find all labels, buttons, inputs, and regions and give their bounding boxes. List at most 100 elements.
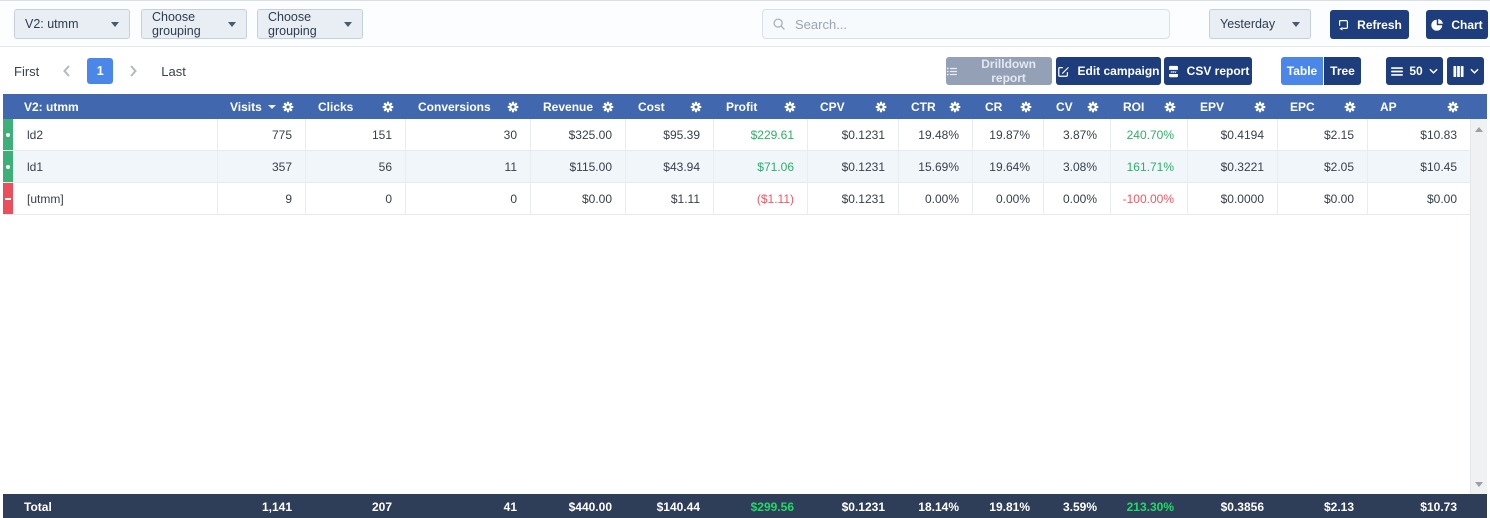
column-settings-icon[interactable] bbox=[875, 101, 887, 113]
edit-campaign-label: Edit campaign bbox=[1077, 64, 1160, 78]
column-settings-icon[interactable] bbox=[949, 101, 961, 113]
column-settings-icon[interactable] bbox=[382, 101, 394, 113]
top-toolbar: V2: utmm Choose grouping Choose grouping… bbox=[0, 1, 1490, 47]
column-header-visits[interactable]: Visits bbox=[217, 94, 305, 119]
chevron-right-icon[interactable] bbox=[123, 65, 144, 77]
column-settings-icon[interactable] bbox=[1164, 101, 1176, 113]
cell-cost: $1.11 bbox=[625, 183, 713, 214]
cell-cpv: $0.1231 bbox=[807, 183, 898, 214]
cell-roi: -100.00% bbox=[1110, 183, 1187, 214]
column-header-v2-utmm[interactable]: V2: utmm bbox=[3, 94, 217, 119]
column-header-label: V2: utmm bbox=[24, 99, 79, 114]
column-settings-icon[interactable] bbox=[784, 101, 796, 113]
table-view-button[interactable]: Table bbox=[1281, 57, 1323, 85]
variable-dropdown-value: V2: utmm bbox=[25, 17, 79, 31]
columns-button[interactable] bbox=[1447, 57, 1484, 85]
grouping-dropdown-2[interactable]: Choose grouping bbox=[257, 9, 363, 39]
column-header-cost[interactable]: Cost bbox=[625, 94, 713, 119]
column-header-revenue[interactable]: Revenue bbox=[530, 94, 625, 119]
grouping-dropdown-2-value: Choose grouping bbox=[268, 10, 317, 38]
row-name: ld2 bbox=[27, 127, 44, 142]
column-header-label: EPC bbox=[1290, 99, 1315, 114]
column-header-clicks[interactable]: Clicks bbox=[305, 94, 405, 119]
total-cell-cpv: $0.1231 bbox=[841, 499, 885, 514]
column-settings-icon[interactable] bbox=[1254, 101, 1266, 113]
column-settings-icon[interactable] bbox=[690, 101, 702, 113]
pagination-page-current[interactable]: 1 bbox=[87, 58, 114, 84]
date-range-value: Yesterday bbox=[1220, 17, 1276, 31]
cell-visits: 9 bbox=[217, 183, 305, 214]
cell-cost: $95.39 bbox=[625, 119, 713, 150]
column-settings-icon[interactable] bbox=[507, 101, 519, 113]
column-header-cv[interactable]: CV bbox=[1043, 94, 1110, 119]
column-settings-icon[interactable] bbox=[1020, 101, 1032, 113]
sort-caret-icon bbox=[267, 104, 276, 109]
column-header-cpv[interactable]: CPV bbox=[807, 94, 898, 119]
chart-button-label: Chart bbox=[1451, 17, 1483, 32]
table-row[interactable]: ld2 775 151 30 $325.00 $95.39 $229.61 $0.1231 19… bbox=[3, 119, 1470, 151]
total-cell-conversions: 41 bbox=[503, 499, 517, 514]
column-settings-icon[interactable] bbox=[1344, 101, 1356, 113]
pagination-first[interactable]: First bbox=[14, 63, 40, 79]
scroll-down-icon[interactable] bbox=[1471, 476, 1487, 492]
column-header-epc[interactable]: EPC bbox=[1277, 94, 1367, 119]
status-indicator-positive bbox=[3, 119, 13, 150]
search-input[interactable] bbox=[762, 9, 1170, 39]
cell-conversions: 11 bbox=[405, 151, 530, 182]
caret-down-icon bbox=[111, 21, 119, 27]
caret-down-icon bbox=[1292, 21, 1300, 27]
svg-text:csv: csv bbox=[1170, 70, 1176, 74]
drilldown-report-button[interactable]: Drilldown report bbox=[946, 57, 1052, 85]
edit-campaign-button[interactable]: Edit campaign bbox=[1056, 57, 1161, 85]
chevron-down-icon bbox=[1429, 68, 1438, 74]
cell-revenue: $0.00 bbox=[530, 183, 625, 214]
vertical-scrollbar[interactable] bbox=[1470, 119, 1487, 494]
column-settings-icon[interactable] bbox=[282, 101, 294, 113]
refresh-button[interactable]: Refresh bbox=[1330, 10, 1409, 39]
total-cell-ctr: 18.14% bbox=[918, 499, 959, 514]
chevron-left-icon[interactable] bbox=[56, 65, 77, 77]
row-name-cell: [utmm] bbox=[3, 183, 217, 214]
csv-report-button[interactable]: csv CSV report bbox=[1164, 57, 1252, 85]
column-settings-icon[interactable] bbox=[1087, 101, 1099, 113]
table-header: V2: utmm Visits Clicks Conversions Revenu… bbox=[3, 94, 1470, 119]
column-header-ap[interactable]: AP bbox=[1367, 94, 1470, 119]
table-row[interactable]: [utmm] 9 0 0 $0.00 $1.11 ($1.11) $0.1231 0.00% 0.… bbox=[3, 183, 1470, 215]
rows-per-page-button[interactable]: 50 bbox=[1386, 57, 1443, 85]
date-range-dropdown[interactable]: Yesterday bbox=[1209, 9, 1311, 39]
column-header-label: EPV bbox=[1200, 99, 1225, 114]
cell-epv: $0.4194 bbox=[1187, 119, 1277, 150]
column-settings-icon[interactable] bbox=[602, 101, 614, 113]
column-header-label: Cost bbox=[638, 99, 665, 114]
csv-file-icon: csv bbox=[1167, 65, 1179, 77]
drilldown-report-label: Drilldown report bbox=[981, 57, 1036, 85]
grouping-dropdown-1[interactable]: Choose grouping bbox=[141, 9, 247, 39]
refresh-button-label: Refresh bbox=[1357, 17, 1402, 32]
column-header-ctr[interactable]: CTR bbox=[898, 94, 972, 119]
pagination: First 1 Last bbox=[14, 48, 186, 94]
column-header-conversions[interactable]: Conversions bbox=[405, 94, 530, 119]
total-cell-visits: 1,141 bbox=[261, 499, 292, 514]
cell-visits: 357 bbox=[217, 151, 305, 182]
column-header-cr[interactable]: CR bbox=[972, 94, 1043, 119]
refresh-icon bbox=[1339, 19, 1349, 31]
scroll-up-icon[interactable] bbox=[1471, 121, 1487, 137]
pagination-last[interactable]: Last bbox=[161, 63, 186, 79]
cell-cv: 0.00% bbox=[1043, 183, 1110, 214]
variable-dropdown[interactable]: V2: utmm bbox=[14, 9, 130, 39]
column-header-label: Visits bbox=[230, 100, 276, 114]
column-header-epv[interactable]: EPV bbox=[1187, 94, 1277, 119]
total-cell-cr: 19.81% bbox=[989, 499, 1030, 514]
column-header-roi[interactable]: ROI bbox=[1110, 94, 1187, 119]
table-header-strip: V2: utmm Visits Clicks Conversions Revenu… bbox=[3, 94, 1487, 119]
chart-button[interactable]: Chart bbox=[1426, 10, 1488, 39]
total-cell-cost: $140.44 bbox=[656, 499, 700, 514]
tree-view-button[interactable]: Tree bbox=[1324, 57, 1361, 85]
columns-icon bbox=[1452, 65, 1464, 77]
column-header-label: AP bbox=[1380, 99, 1397, 114]
column-settings-icon[interactable] bbox=[1447, 101, 1459, 113]
cell-profit: $71.06 bbox=[713, 151, 807, 182]
table-row[interactable]: ld1 357 56 11 $115.00 $43.94 $71.06 $0.1231 15.6… bbox=[3, 151, 1470, 183]
column-header-profit[interactable]: Profit bbox=[713, 94, 807, 119]
row-name: [utmm] bbox=[27, 191, 64, 206]
